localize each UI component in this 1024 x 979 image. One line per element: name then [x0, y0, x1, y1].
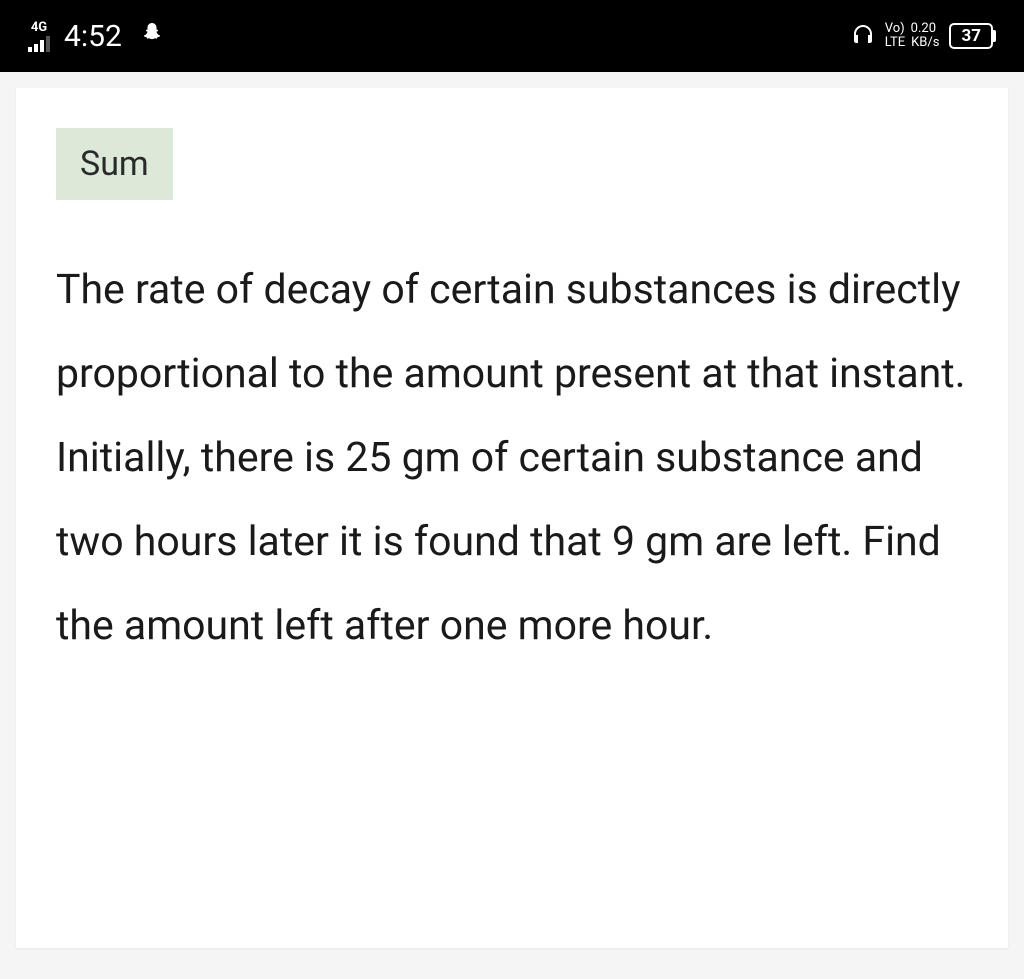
- status-bar: 4G 4:52 Vo) 0.20 LT: [0, 0, 1024, 72]
- network-type: 4G: [31, 21, 47, 34]
- connection-info: Vo) 0.20 LTE KB/s: [885, 22, 940, 51]
- speed-value: 0.20: [911, 22, 936, 36]
- question-type-badge: Sum: [56, 128, 173, 200]
- lte-label: LTE: [885, 36, 905, 50]
- clock-time: 4:52: [64, 19, 122, 54]
- network-indicator: 4G: [28, 21, 50, 52]
- battery-level: 37: [949, 23, 993, 49]
- status-left: 4G 4:52: [28, 19, 164, 54]
- headphones-icon: [851, 22, 875, 50]
- battery-tip-icon: [993, 30, 996, 42]
- volte-label: Vo): [885, 22, 905, 36]
- status-right: Vo) 0.20 LTE KB/s 37: [851, 22, 996, 51]
- battery-indicator: 37: [949, 23, 996, 49]
- problem-statement: The rate of decay of certain substances …: [56, 248, 968, 668]
- signal-bars-icon: [28, 36, 50, 52]
- snapchat-icon: [140, 21, 164, 51]
- speed-unit: KB/s: [911, 36, 939, 50]
- content-area: Sum The rate of decay of certain substan…: [16, 88, 1008, 948]
